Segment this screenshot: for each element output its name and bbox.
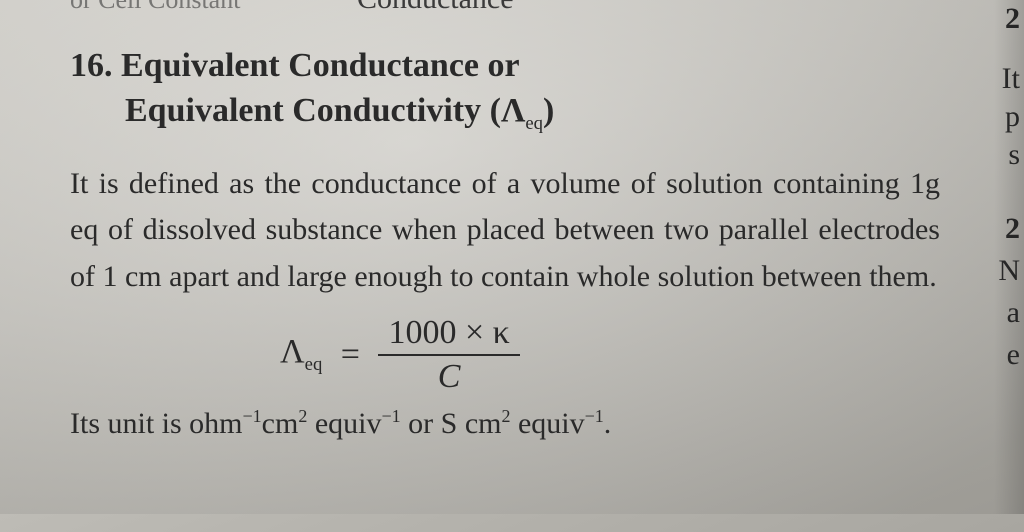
symbol-subscript: eq: [525, 112, 543, 133]
definition-text: It is defined as the conductance of a vo…: [70, 167, 940, 293]
right-cut-5: 2: [1005, 212, 1020, 246]
heading-text-2: Equivalent Conductivity: [125, 92, 481, 129]
unit-prefix: Its unit is ohm: [70, 407, 243, 440]
unit-or: or S cm: [401, 407, 502, 440]
crop-center-word: Conductance: [357, 0, 514, 15]
right-cut-7: a: [1007, 296, 1020, 330]
symbol-close: ): [543, 92, 554, 129]
cropped-previous-line: or Cell Constant Conductance: [70, 0, 964, 15]
right-cut-3: p: [1005, 100, 1020, 134]
heading-symbol: (Λeq): [490, 92, 555, 129]
unit-mid-1: cm: [262, 407, 299, 440]
formula-lambda-sub: eq: [305, 354, 323, 375]
crop-left-fragment: or Cell Constant: [70, 0, 240, 15]
formula-lhs: Λeq: [280, 333, 322, 376]
unit-mid-2: equiv: [307, 407, 381, 440]
section-heading: 16. Equivalent Conductance or Equivalent…: [70, 45, 964, 135]
formula-denominator: C: [378, 356, 519, 395]
right-cut-2: It: [1002, 62, 1020, 96]
section-number: 16.: [70, 47, 113, 84]
heading-line-1: 16. Equivalent Conductance or: [70, 45, 964, 88]
symbol-open: (Λ: [490, 92, 526, 129]
formula-lambda: Λ: [280, 333, 305, 370]
heading-text-1: Equivalent Conductance or: [121, 47, 520, 84]
unit-line: Its unit is ohm−1cm2 equiv−1 or S cm2 eq…: [70, 401, 964, 446]
unit-mid-3: equiv: [510, 407, 584, 440]
right-cut-8: e: [1007, 338, 1020, 372]
formula-fraction: 1000 × κ C: [378, 314, 519, 395]
formula-numerator: 1000 × κ: [378, 314, 519, 355]
heading-line-2: Equivalent Conductivity (Λeq): [125, 90, 554, 135]
unit-sup-1: −1: [243, 406, 262, 426]
right-cut-6: N: [998, 254, 1020, 288]
right-cut-4: s: [1008, 138, 1020, 172]
formula-equals: =: [341, 336, 360, 374]
unit-sup-2: 2: [298, 406, 307, 426]
unit-sup-5: −1: [585, 406, 604, 426]
unit-sup-3: −1: [381, 406, 400, 426]
definition-paragraph: It is defined as the conductance of a vo…: [70, 161, 940, 301]
formula: Λeq = 1000 × κ C: [70, 314, 964, 395]
unit-period: .: [604, 407, 612, 440]
right-cut-1: 2: [1005, 2, 1020, 36]
textbook-page: or Cell Constant Conductance 16. Equival…: [0, 0, 1024, 514]
